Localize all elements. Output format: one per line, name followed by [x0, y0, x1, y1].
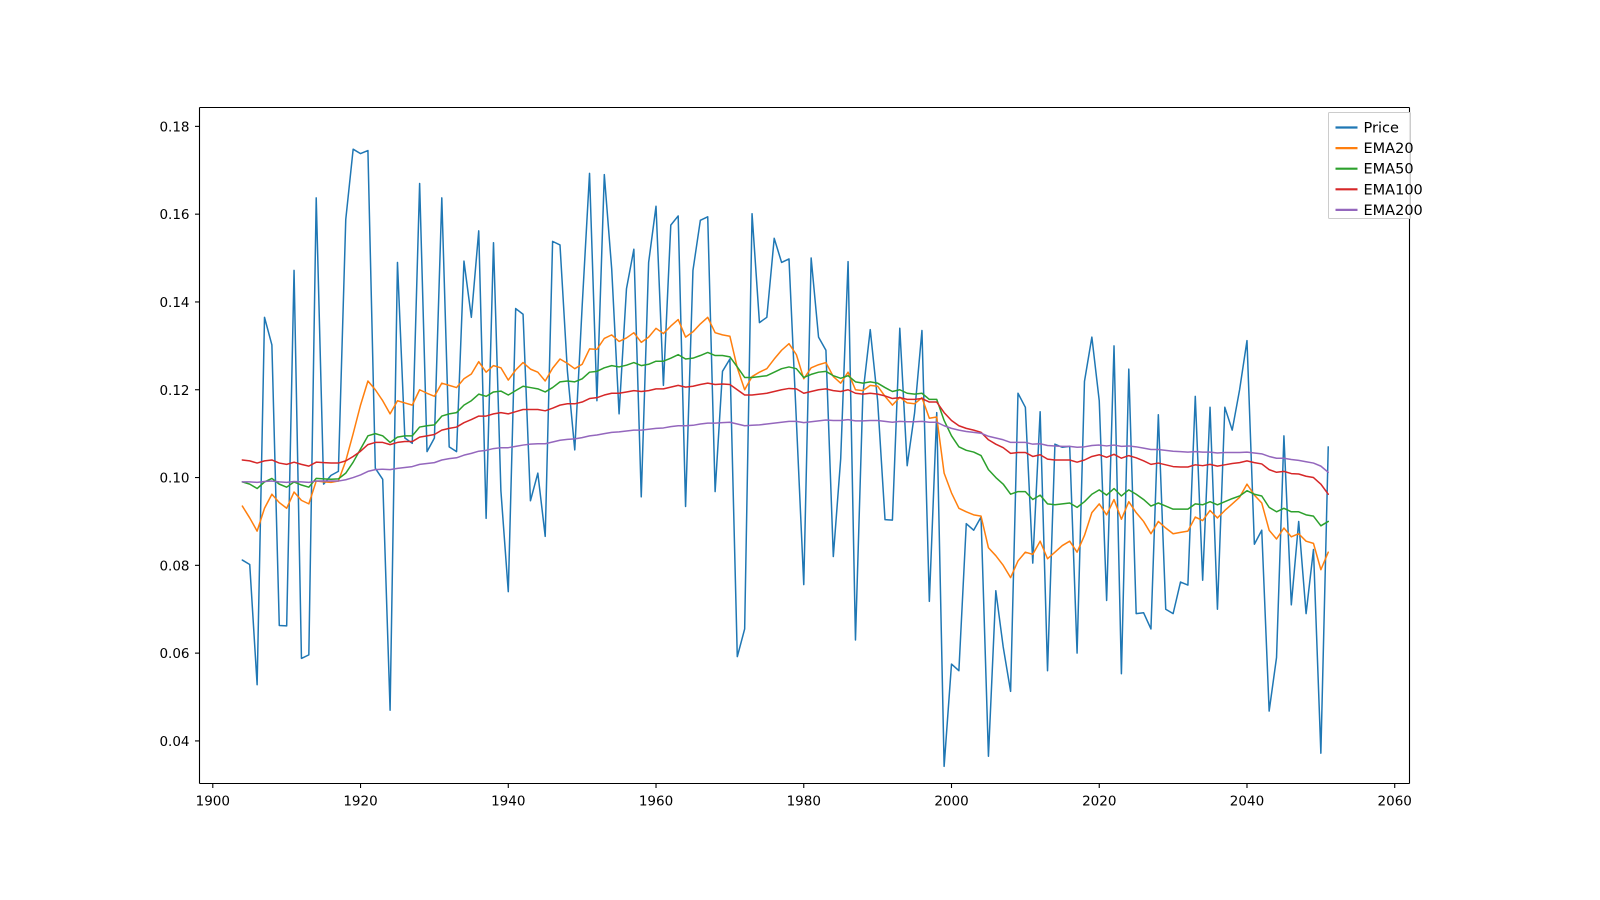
- legend-label-ema100[interactable]: EMA100: [1364, 182, 1423, 198]
- x-axis-ticks: 1900 1920 1940 1960 1980 2000 2020 2040 2060: [196, 783, 1412, 810]
- y-tick-label: 0.12: [159, 383, 189, 399]
- legend-label-ema20[interactable]: EMA20: [1364, 141, 1414, 157]
- series-line-ema200: [241, 418, 1329, 484]
- x-tick-label: 1940: [491, 794, 525, 810]
- series-line-ema50: [241, 351, 1329, 527]
- legend-label-price[interactable]: Price: [1364, 121, 1399, 137]
- y-tick-label: 0.08: [159, 558, 189, 574]
- y-tick-label: 0.04: [159, 734, 189, 750]
- legend-box: [1328, 112, 1411, 219]
- series-line-ema100: [241, 382, 1329, 495]
- series-line-ema20: [241, 316, 1329, 579]
- x-tick-label: 2060: [1378, 794, 1412, 810]
- x-tick-label: 1980: [787, 794, 821, 810]
- series-line-price: [241, 148, 1329, 768]
- chart-legend[interactable]: Price EMA20 EMA50 EMA100 EMA200: [1328, 112, 1423, 219]
- legend-label-ema50[interactable]: EMA50: [1364, 162, 1414, 178]
- y-tick-label: 0.10: [159, 471, 189, 487]
- series-lines: [241, 148, 1329, 768]
- axes-spines: [198, 106, 1411, 785]
- legend-label-ema200[interactable]: EMA200: [1364, 203, 1423, 219]
- x-tick-label: 2020: [1082, 794, 1116, 810]
- x-tick-label: 2040: [1230, 794, 1264, 810]
- y-axis-ticks: 0.04 0.06 0.08 0.10 0.12 0.14 0.16 0.18: [159, 119, 200, 750]
- y-tick-label: 0.16: [159, 207, 189, 223]
- y-tick-label: 0.18: [159, 119, 189, 135]
- x-tick-label: 2000: [934, 794, 968, 810]
- x-tick-label: 1900: [196, 794, 230, 810]
- x-tick-label: 1960: [639, 794, 673, 810]
- y-tick-label: 0.06: [159, 646, 189, 662]
- x-tick-label: 1920: [343, 794, 377, 810]
- y-tick-label: 0.14: [159, 295, 189, 311]
